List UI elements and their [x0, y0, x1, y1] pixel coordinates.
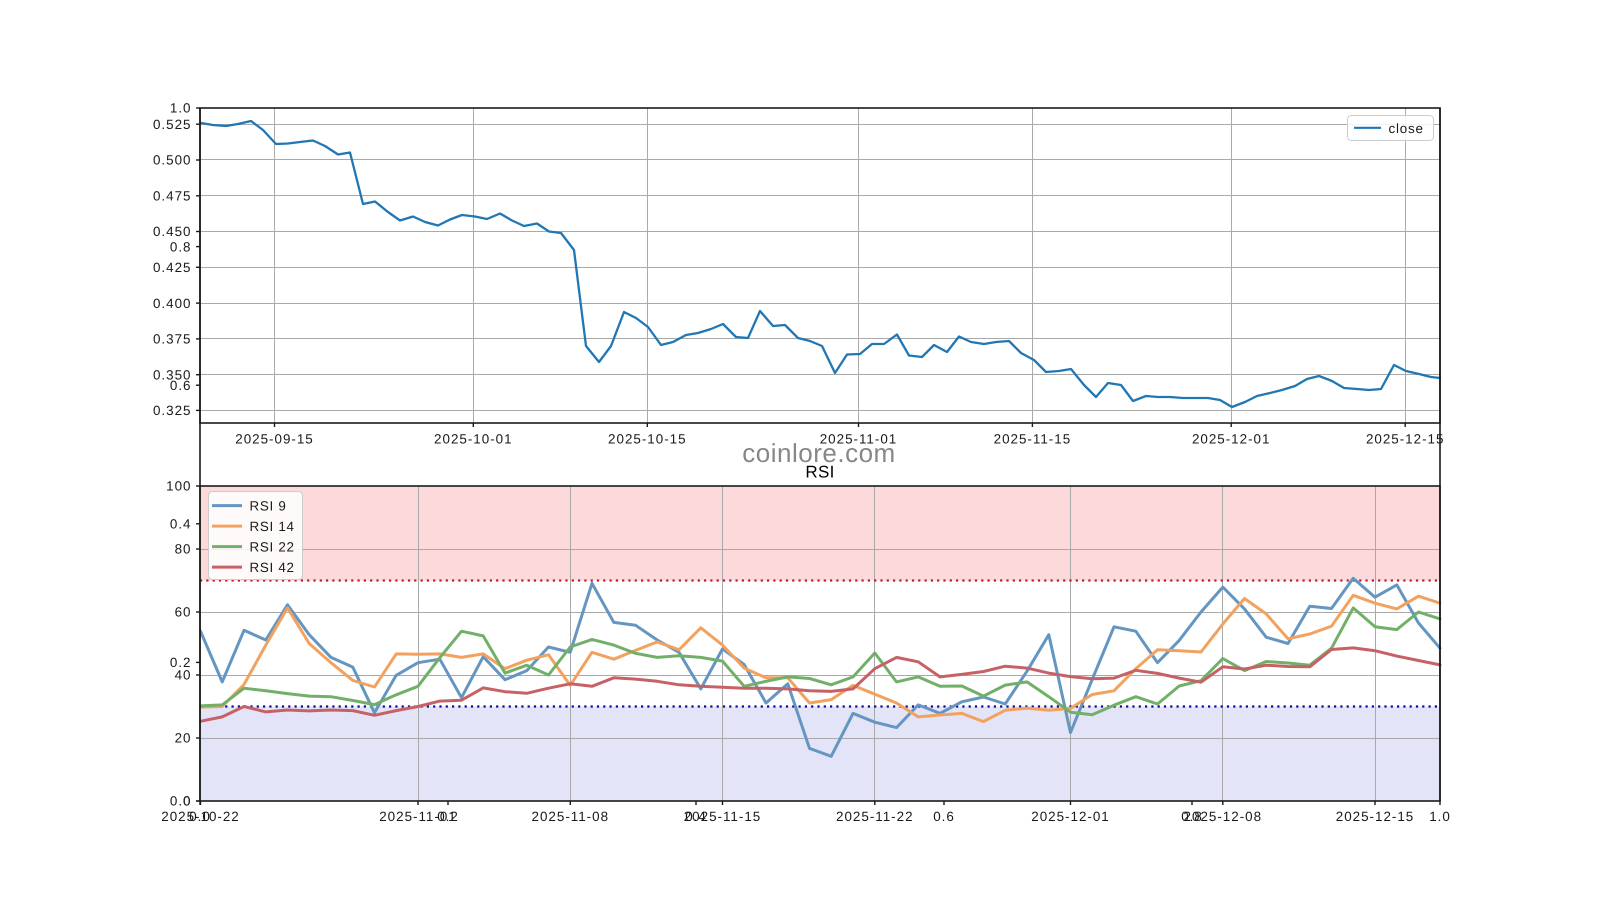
svg-text:0.450: 0.450 — [153, 224, 192, 239]
svg-text:0.6: 0.6 — [170, 378, 192, 393]
svg-text:0.0: 0.0 — [189, 809, 211, 824]
svg-text:0.325: 0.325 — [153, 403, 192, 418]
svg-text:coinlore.com: coinlore.com — [742, 438, 895, 468]
svg-text:0.4: 0.4 — [170, 517, 192, 532]
svg-text:0.8: 0.8 — [1181, 809, 1203, 824]
svg-text:2025-12-01: 2025-12-01 — [1192, 432, 1271, 447]
svg-text:0.6: 0.6 — [933, 809, 955, 824]
svg-text:0.8: 0.8 — [170, 239, 192, 254]
svg-text:0.350: 0.350 — [153, 367, 192, 382]
svg-text:2025-12-15: 2025-12-15 — [1366, 432, 1445, 447]
svg-text:close: close — [1389, 121, 1424, 136]
svg-text:100: 100 — [166, 479, 191, 494]
svg-text:0.525: 0.525 — [153, 117, 192, 132]
svg-text:0.425: 0.425 — [153, 260, 192, 275]
svg-text:0.400: 0.400 — [153, 296, 192, 311]
svg-text:2025-11-15: 2025-11-15 — [684, 809, 762, 824]
svg-text:0.475: 0.475 — [153, 189, 192, 204]
svg-text:RSI 14: RSI 14 — [250, 519, 295, 534]
svg-text:2025-10-22: 2025-10-22 — [161, 809, 240, 824]
svg-text:2025-12-01: 2025-12-01 — [1031, 809, 1110, 824]
svg-text:80: 80 — [175, 542, 192, 557]
svg-text:2025-11-15: 2025-11-15 — [994, 432, 1072, 447]
svg-text:1.0: 1.0 — [1429, 809, 1451, 824]
svg-text:0.2: 0.2 — [437, 809, 459, 824]
svg-text:2025-11-01: 2025-11-01 — [379, 809, 457, 824]
svg-text:RSI 22: RSI 22 — [250, 539, 295, 554]
svg-text:20: 20 — [175, 731, 192, 746]
svg-text:0.500: 0.500 — [153, 153, 192, 168]
svg-text:RSI 9: RSI 9 — [250, 498, 287, 513]
svg-text:2025-10-15: 2025-10-15 — [608, 432, 687, 447]
svg-text:2025-09-15: 2025-09-15 — [235, 432, 314, 447]
svg-text:2025-12-15: 2025-12-15 — [1336, 809, 1415, 824]
svg-text:2025-11-01: 2025-11-01 — [820, 432, 898, 447]
svg-text:RSI 42: RSI 42 — [250, 560, 295, 575]
svg-text:RSI: RSI — [805, 463, 834, 482]
svg-text:2025-10-01: 2025-10-01 — [434, 432, 513, 447]
svg-text:0.0: 0.0 — [170, 794, 192, 809]
svg-text:0.375: 0.375 — [153, 332, 192, 347]
svg-text:0.2: 0.2 — [170, 655, 192, 670]
svg-text:2025-12-08: 2025-12-08 — [1184, 809, 1263, 824]
svg-text:1.0: 1.0 — [170, 101, 192, 116]
svg-text:40: 40 — [175, 668, 192, 683]
svg-text:2025-11-22: 2025-11-22 — [836, 809, 914, 824]
svg-text:60: 60 — [175, 605, 192, 620]
svg-text:0: 0 — [183, 794, 191, 809]
svg-text:0.4: 0.4 — [685, 809, 707, 824]
svg-text:2025-11-08: 2025-11-08 — [532, 809, 610, 824]
